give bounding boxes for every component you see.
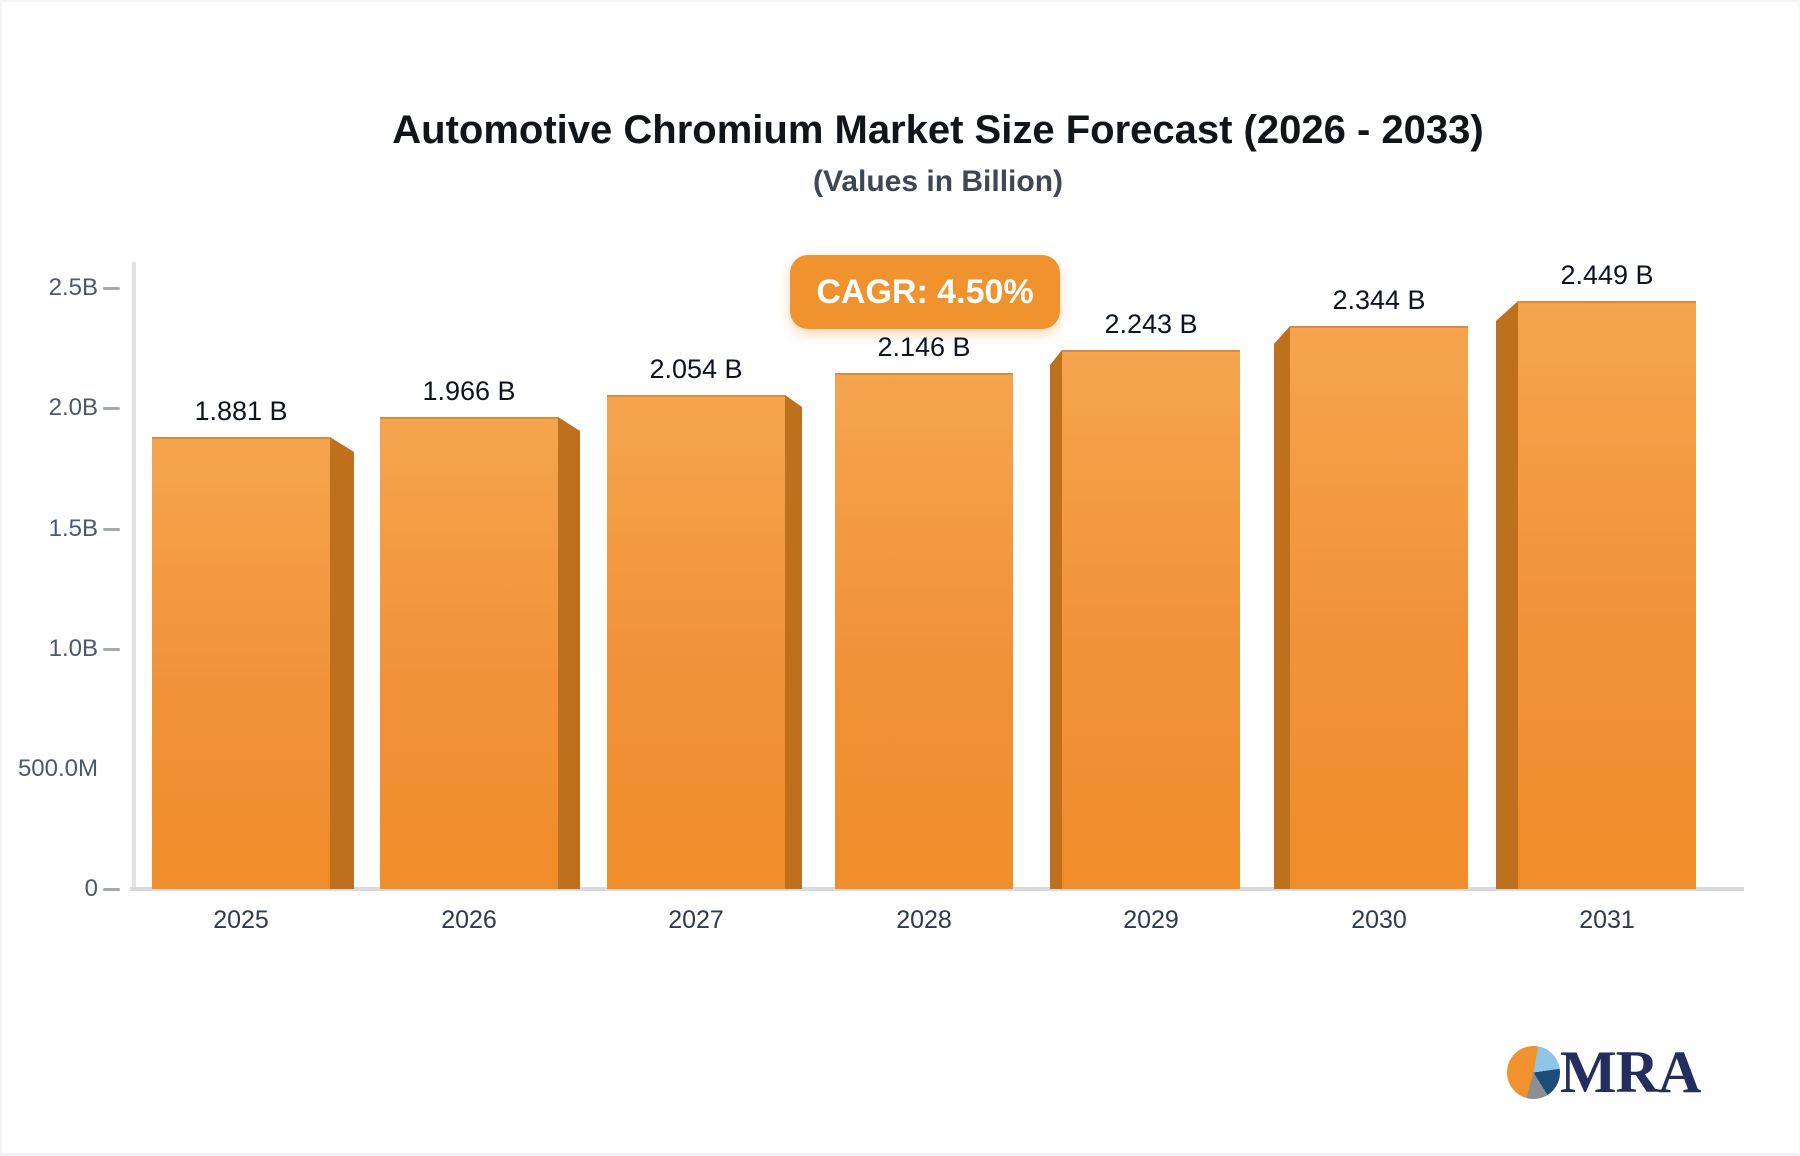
- bar-side-face: [785, 395, 802, 889]
- cagr-badge: CAGR: 4.50%: [790, 255, 1060, 329]
- page-title: Automotive Chromium Market Size Forecast…: [392, 108, 1484, 152]
- y-axis-label: 1.5B: [48, 514, 98, 542]
- y-axis-label: 0: [84, 875, 98, 902]
- pie-chart-logo-icon: [1507, 1045, 1560, 1099]
- x-axis-label: 2027: [668, 906, 724, 934]
- logo-text: MRA: [1560, 1039, 1701, 1105]
- y-axis-label: 2.0B: [48, 394, 98, 422]
- y-axis-line: [132, 262, 136, 891]
- bar-2028: [835, 373, 1013, 889]
- x-axis-label: 2025: [213, 906, 269, 934]
- bar-value-label: 2.054 B: [649, 354, 743, 384]
- bar-side-face: [1496, 301, 1518, 889]
- x-axis-label: 2029: [1123, 906, 1179, 934]
- bar-side-face: [1274, 326, 1290, 889]
- bar-2031: [1518, 301, 1696, 889]
- bar-side-face: [330, 437, 354, 889]
- cagr-badge-label: CAGR: 4.50%: [816, 273, 1034, 311]
- bar-2030: [1290, 326, 1468, 889]
- bar-2029: [1062, 350, 1240, 889]
- x-axis-label: 2026: [441, 906, 497, 934]
- y-axis-tick: [103, 527, 120, 531]
- x-axis-label: 2030: [1351, 906, 1407, 934]
- x-axis-line: [130, 887, 1744, 891]
- bar-side-face: [1050, 350, 1062, 889]
- bar-value-label: 2.449 B: [1560, 260, 1654, 290]
- bar-2026: [380, 417, 558, 889]
- y-axis-tick: [103, 888, 120, 891]
- bar-value-label: 1.966 B: [422, 376, 516, 406]
- x-axis-label: 2031: [1579, 906, 1635, 934]
- page-subtitle: (Values in Billion): [812, 165, 1064, 198]
- x-axis-label: 2028: [896, 906, 952, 934]
- bar-value-label: 2.344 B: [1332, 285, 1426, 315]
- brand-logo: MRA: [1507, 1039, 1701, 1105]
- y-axis-tick: [103, 287, 120, 291]
- bar-2025: [152, 437, 330, 889]
- bar-value-label: 1.881 B: [194, 396, 288, 426]
- bar-value-label: 2.146 B: [877, 332, 971, 362]
- bar-2027: [607, 395, 785, 889]
- bar-side-face: [558, 417, 580, 889]
- y-axis-tick: [103, 647, 120, 651]
- y-axis-label: 500.0M: [17, 754, 98, 782]
- bar-value-label: 2.243 B: [1104, 309, 1198, 339]
- y-axis-label: 1.0B: [48, 634, 98, 662]
- y-axis-tick: [103, 407, 120, 411]
- y-axis-label: 2.5B: [48, 274, 98, 302]
